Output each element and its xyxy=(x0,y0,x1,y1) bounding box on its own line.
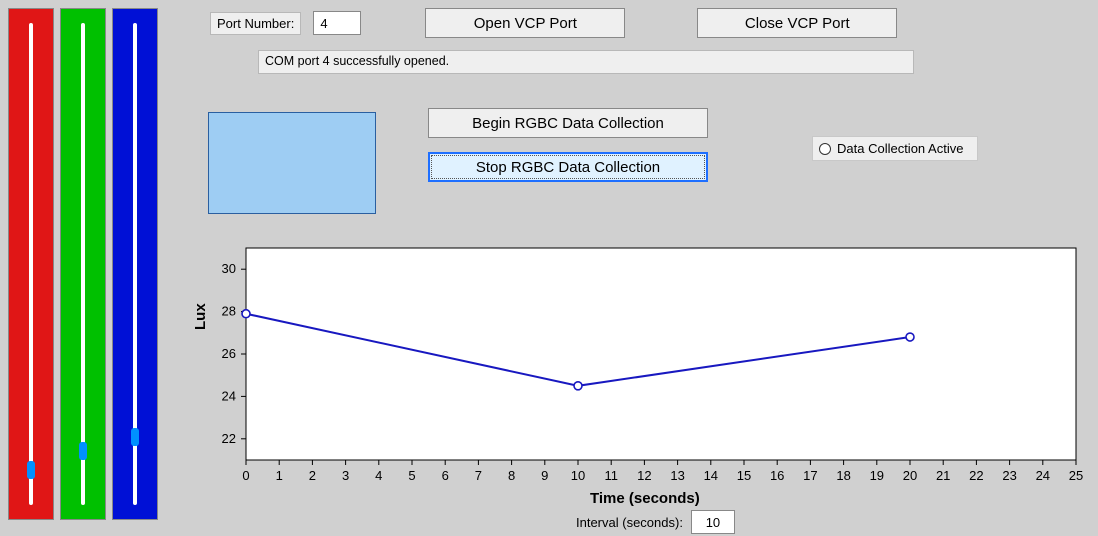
green-slider[interactable] xyxy=(60,8,106,520)
slider-track xyxy=(81,23,85,505)
svg-text:19: 19 xyxy=(870,468,884,483)
svg-text:7: 7 xyxy=(475,468,482,483)
interval-row: Interval (seconds): xyxy=(576,510,735,534)
svg-text:30: 30 xyxy=(222,261,236,276)
port-number-label: Port Number: xyxy=(210,12,301,35)
slider-thumb[interactable] xyxy=(79,442,87,460)
svg-text:8: 8 xyxy=(508,468,515,483)
svg-text:22: 22 xyxy=(969,468,983,483)
svg-text:3: 3 xyxy=(342,468,349,483)
svg-text:24: 24 xyxy=(1036,468,1050,483)
interval-input[interactable] xyxy=(691,510,735,534)
svg-text:10: 10 xyxy=(571,468,585,483)
svg-text:25: 25 xyxy=(1069,468,1083,483)
data-collection-active-indicator[interactable]: Data Collection Active xyxy=(812,136,978,161)
red-slider[interactable] xyxy=(8,8,54,520)
svg-text:15: 15 xyxy=(737,468,751,483)
rgb-sliders xyxy=(8,8,158,520)
svg-text:17: 17 xyxy=(803,468,817,483)
svg-text:21: 21 xyxy=(936,468,950,483)
svg-text:12: 12 xyxy=(637,468,651,483)
svg-text:5: 5 xyxy=(408,468,415,483)
svg-text:13: 13 xyxy=(670,468,684,483)
port-row: Port Number: Open VCP Port Close VCP Por… xyxy=(210,8,1078,38)
chart-canvas: 2224262830012345678910111213141516171819… xyxy=(186,242,1086,502)
svg-text:26: 26 xyxy=(222,346,236,361)
svg-text:2: 2 xyxy=(309,468,316,483)
svg-text:0: 0 xyxy=(242,468,249,483)
svg-text:20: 20 xyxy=(903,468,917,483)
radio-icon xyxy=(819,143,831,155)
svg-text:18: 18 xyxy=(836,468,850,483)
svg-text:24: 24 xyxy=(222,388,236,403)
svg-text:16: 16 xyxy=(770,468,784,483)
lux-chart: 2224262830012345678910111213141516171819… xyxy=(186,242,1086,502)
svg-text:4: 4 xyxy=(375,468,382,483)
rgbc-color-swatch xyxy=(208,112,376,214)
blue-slider[interactable] xyxy=(112,8,158,520)
svg-text:14: 14 xyxy=(704,468,718,483)
slider-thumb[interactable] xyxy=(131,428,139,446)
stop-collection-button[interactable]: Stop RGBC Data Collection xyxy=(428,152,708,182)
slider-track xyxy=(29,23,33,505)
port-number-input[interactable] xyxy=(313,11,361,35)
svg-text:9: 9 xyxy=(541,468,548,483)
begin-collection-button[interactable]: Begin RGBC Data Collection xyxy=(428,108,708,138)
svg-text:22: 22 xyxy=(222,431,236,446)
svg-text:28: 28 xyxy=(222,304,236,319)
interval-label: Interval (seconds): xyxy=(576,515,683,530)
status-message: COM port 4 successfully opened. xyxy=(258,50,914,74)
svg-text:1: 1 xyxy=(276,468,283,483)
slider-thumb[interactable] xyxy=(27,461,35,479)
open-vcp-port-button[interactable]: Open VCP Port xyxy=(425,8,625,38)
close-vcp-port-button[interactable]: Close VCP Port xyxy=(697,8,897,38)
data-collection-active-label: Data Collection Active xyxy=(837,141,963,156)
svg-text:11: 11 xyxy=(604,468,618,483)
chart-x-axis-label: Time (seconds) xyxy=(590,490,700,507)
svg-text:23: 23 xyxy=(1002,468,1016,483)
svg-text:6: 6 xyxy=(442,468,449,483)
